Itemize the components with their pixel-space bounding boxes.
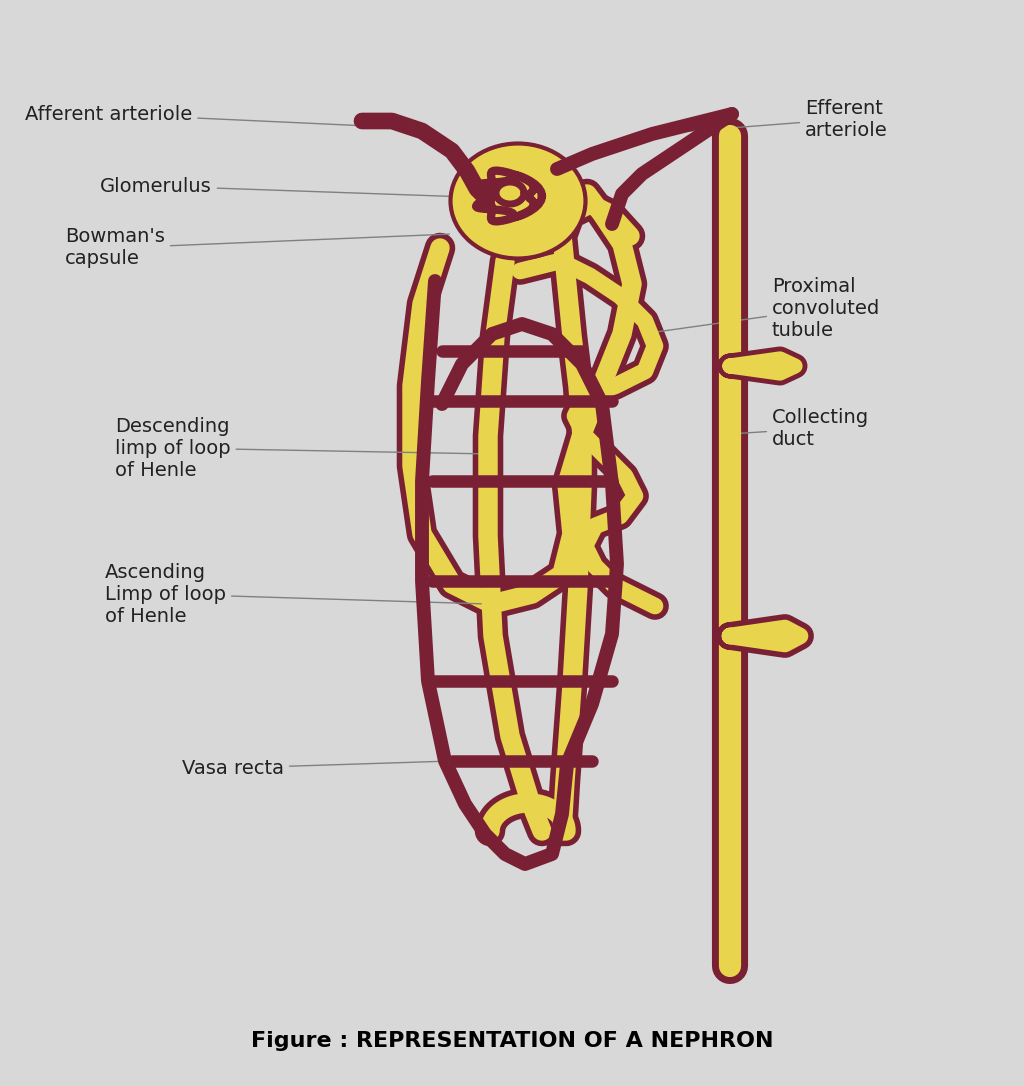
- Text: Collecting
duct: Collecting duct: [733, 407, 869, 449]
- Text: Glomerulus: Glomerulus: [100, 177, 495, 198]
- Text: Vasa recta: Vasa recta: [182, 758, 450, 778]
- Text: Descending
limp of loop
of Henle: Descending limp of loop of Henle: [115, 417, 489, 480]
- Text: Bowman's
capsule: Bowman's capsule: [65, 227, 450, 268]
- Text: Ascending
Limp of loop
of Henle: Ascending Limp of loop of Henle: [105, 563, 484, 626]
- Text: Efferent
arteriole: Efferent arteriole: [654, 99, 888, 139]
- Text: Proximal
convoluted
tubule: Proximal convoluted tubule: [645, 277, 881, 340]
- Ellipse shape: [451, 143, 586, 258]
- Text: Afferent arteriole: Afferent arteriole: [25, 104, 410, 128]
- Text: Figure : REPRESENTATION OF A NEPHRON: Figure : REPRESENTATION OF A NEPHRON: [251, 1031, 773, 1051]
